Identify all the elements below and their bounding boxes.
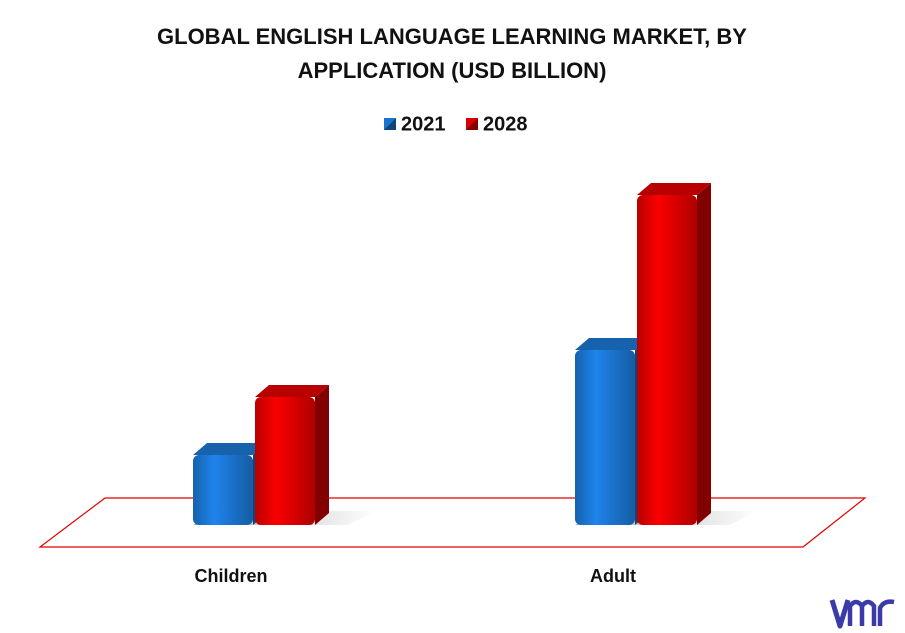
legend-label: 2021 xyxy=(401,113,446,135)
bar xyxy=(255,397,315,525)
legend-swatch-accent xyxy=(384,118,396,130)
bar-top xyxy=(575,338,649,350)
bar-side xyxy=(315,385,329,525)
bar xyxy=(575,350,635,525)
bar-side xyxy=(697,183,711,525)
logo xyxy=(829,599,895,629)
chart-title: GLOBAL ENGLISH LANGUAGE LEARNING MARKET,… xyxy=(157,24,747,83)
bar xyxy=(637,195,697,525)
x-tick-label: Adult xyxy=(590,566,636,586)
bar-top xyxy=(193,443,267,455)
bar-top xyxy=(637,183,711,195)
legend-label: 2028 xyxy=(483,113,528,135)
floor xyxy=(38,497,867,548)
bar-top xyxy=(255,385,329,397)
legend-swatch-accent xyxy=(466,118,478,130)
bar xyxy=(193,455,253,525)
x-tick-label: Children xyxy=(194,566,267,586)
